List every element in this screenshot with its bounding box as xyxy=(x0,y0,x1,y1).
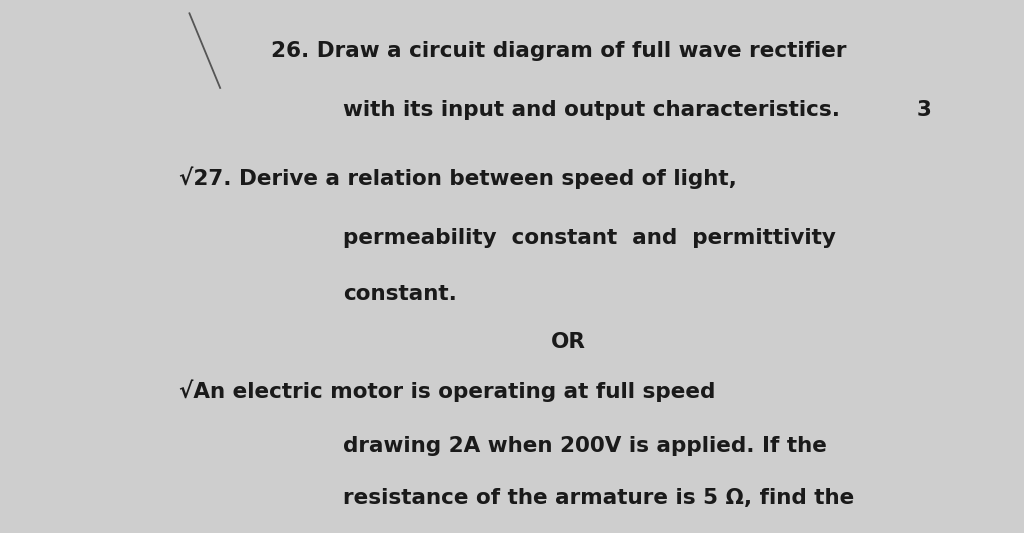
Text: permeability  constant  and  permittivity: permeability constant and permittivity xyxy=(343,228,836,248)
Text: OR: OR xyxy=(551,332,586,352)
Text: √An electric motor is operating at full speed: √An electric motor is operating at full … xyxy=(179,380,716,402)
Text: constant.: constant. xyxy=(343,284,457,304)
Text: 3: 3 xyxy=(916,100,932,120)
Text: 26. Draw a circuit diagram of full wave rectifier: 26. Draw a circuit diagram of full wave … xyxy=(271,41,847,61)
Text: resistance of the armature is 5 Ω, find the: resistance of the armature is 5 Ω, find … xyxy=(343,488,854,508)
Text: √27. Derive a relation between speed of light,: √27. Derive a relation between speed of … xyxy=(179,167,737,189)
Text: drawing 2A when 200V is applied. If the: drawing 2A when 200V is applied. If the xyxy=(343,435,827,456)
Text: with its input and output characteristics.: with its input and output characteristic… xyxy=(343,100,840,120)
